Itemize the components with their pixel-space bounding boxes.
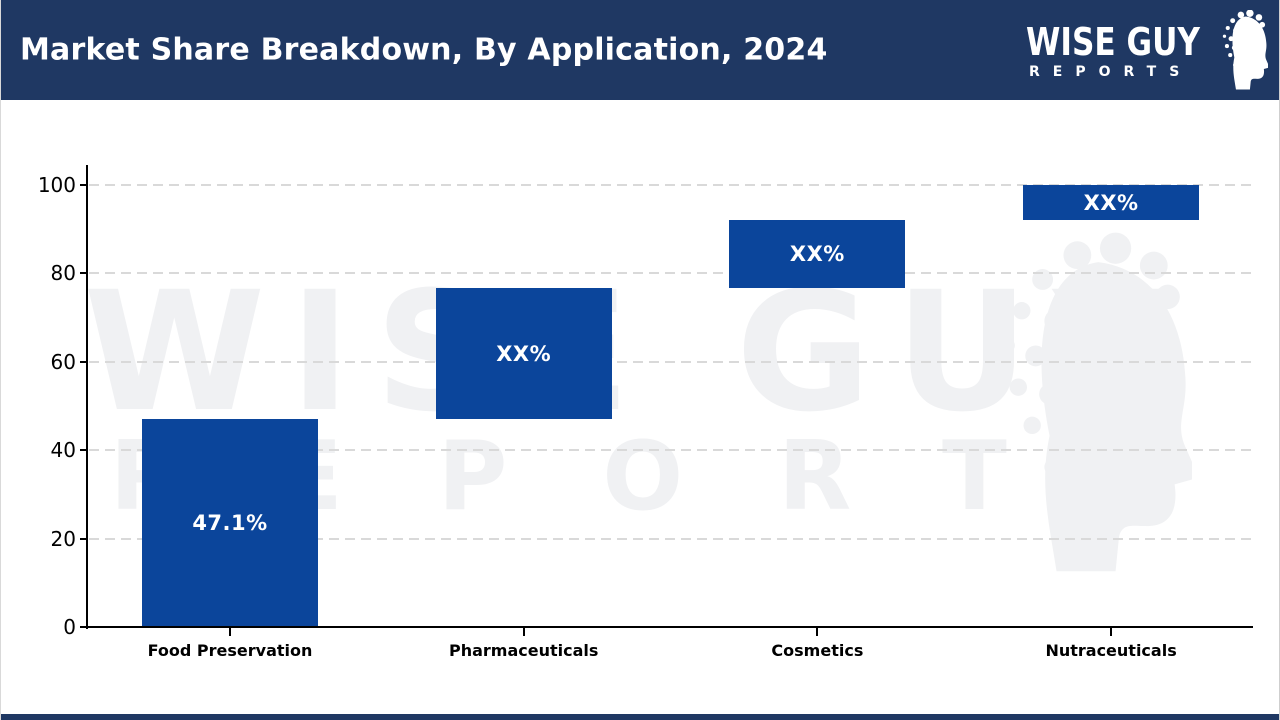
y-tick-mark <box>80 537 87 540</box>
bar-value-label: XX% <box>1083 190 1139 215</box>
y-tick-mark <box>80 626 87 628</box>
y-tick-label: 20 <box>50 526 76 551</box>
footer-bar <box>0 714 1280 720</box>
x-category-label-nutraceuticals: Nutraceuticals <box>1045 641 1177 660</box>
x-tick-mark <box>522 628 525 636</box>
bar-food-preservation: 47.1% <box>142 418 318 627</box>
watermark-face-dots-icon <box>1000 232 1192 572</box>
chart-area: WISE GUY REPORTS 0 20 40 60 80 100 47.1% Food P… <box>0 100 1280 714</box>
y-tick-label: 100 <box>37 173 76 197</box>
left-border <box>0 0 1 720</box>
y-tick-mark <box>80 184 87 186</box>
y-tick-label: 60 <box>50 349 76 374</box>
y-tick-mark <box>80 360 87 363</box>
y-axis-line <box>86 165 88 629</box>
bar-pharmaceuticals: XX% <box>435 288 612 419</box>
header: Market Share Breakdown, By Application, … <box>0 0 1280 100</box>
bar-cosmetics: XX% <box>729 220 906 289</box>
gridline-60 <box>89 360 1253 363</box>
face-profile-dots-icon <box>1222 10 1268 90</box>
watermark-wordmark: WISE GUY <box>83 256 1197 448</box>
bar-value-label: XX% <box>789 242 845 267</box>
bar-value-label: XX% <box>496 341 552 366</box>
gridline-40 <box>89 449 1253 452</box>
gridline-20 <box>89 537 1253 540</box>
y-tick-label: 80 <box>50 261 76 286</box>
gridline-100 <box>89 184 1253 186</box>
bar-value-label: 47.1% <box>192 510 268 535</box>
logo-wordmark: WISE GUY <box>1026 20 1200 64</box>
y-tick-label: 0 <box>63 615 76 639</box>
y-tick-mark <box>80 449 87 452</box>
page-title: Market Share Breakdown, By Application, … <box>20 32 828 68</box>
y-tick-label: 40 <box>50 438 76 463</box>
bar-nutraceuticals: XX% <box>1023 185 1200 221</box>
x-category-label-pharmaceuticals: Pharmaceuticals <box>448 641 599 660</box>
x-category-label-food-preservation: Food Preservation <box>147 641 313 660</box>
x-tick-mark <box>1110 628 1113 636</box>
gridline-80 <box>89 272 1253 275</box>
x-axis-line <box>86 626 1253 628</box>
x-tick-mark <box>816 628 819 636</box>
x-category-label-cosmetics: Cosmetics <box>771 641 864 660</box>
wise-guy-reports-logo: WISE GUY REPORTS <box>1018 8 1268 94</box>
logo-subtitle: REPORTS <box>1029 64 1193 80</box>
y-tick-mark <box>80 272 87 275</box>
x-tick-mark <box>229 628 231 636</box>
